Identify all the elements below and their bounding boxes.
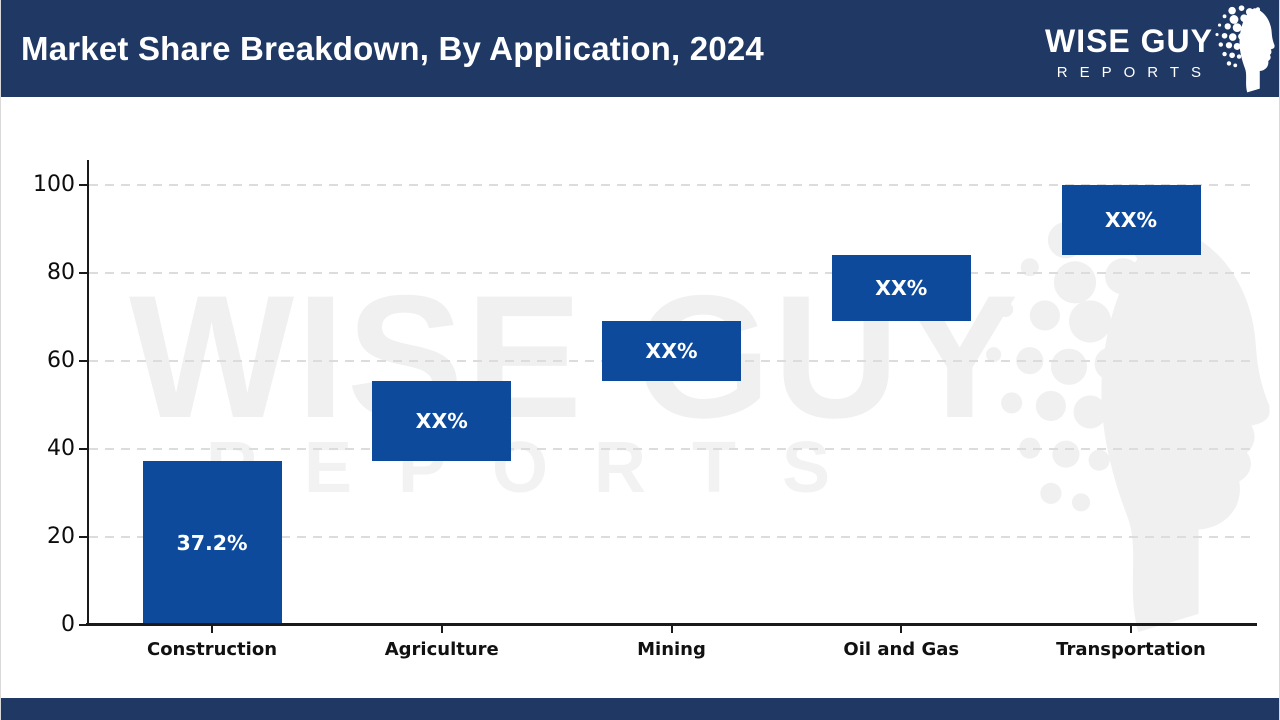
x-axis-tick <box>440 626 443 633</box>
y-axis-tick <box>79 184 88 186</box>
bar-agriculture: XX% <box>372 380 512 462</box>
x-axis-label-agriculture: Agriculture <box>384 639 499 660</box>
y-axis-tick <box>79 448 88 450</box>
x-axis-tick <box>900 626 903 633</box>
bar-construction: 37.2% <box>142 461 282 625</box>
y-axis-tick <box>79 624 88 626</box>
x-axis-label-transportation: Transportation <box>1056 639 1206 660</box>
x-axis-label-construction: Construction <box>146 639 278 660</box>
x-axis-tick <box>211 626 213 633</box>
logo-face-icon <box>1215 5 1275 93</box>
gridline <box>89 448 1257 450</box>
logo-wordmark: WISE GUY <box>1044 23 1213 59</box>
x-axis-tick <box>670 626 673 633</box>
gridline <box>89 536 1257 538</box>
bar-transportation: XX% <box>1061 185 1201 255</box>
y-axis-tick <box>79 272 88 274</box>
bar-value-label: XX% <box>875 275 928 300</box>
bar-value-label: XX% <box>1104 207 1158 232</box>
watermark-subtext: REPORTS <box>206 428 877 508</box>
y-axis-tick-label: 60 <box>47 348 75 373</box>
bar-value-label: XX% <box>415 409 468 434</box>
bar-oil-and-gas: XX% <box>831 254 971 321</box>
y-axis-tick <box>79 360 88 362</box>
bar-value-label: 37.2% <box>176 531 248 556</box>
y-axis-tick-label: 40 <box>47 436 75 461</box>
y-axis-tick-label: 80 <box>47 260 75 285</box>
y-axis-tick-label: 100 <box>33 172 75 197</box>
y-axis-spine <box>87 160 89 626</box>
logo-subtext: REPORTS <box>1056 64 1213 81</box>
header-bar: Market Share Breakdown, By Application, … <box>1 0 1279 97</box>
x-axis-tick <box>1130 626 1132 633</box>
x-axis-spine <box>86 623 1257 626</box>
brand-logo: WISE GUY REPORTS <box>1045 23 1213 81</box>
y-axis-tick-label: 20 <box>47 524 75 549</box>
x-axis-label-oil-and-gas: Oil and Gas <box>843 639 960 660</box>
x-axis-label-mining: Mining <box>637 639 706 660</box>
gridline <box>89 184 1257 186</box>
bar-value-label: XX% <box>645 338 698 363</box>
chart-title: Market Share Breakdown, By Application, … <box>21 29 764 67</box>
y-axis-tick-label: 0 <box>61 612 75 637</box>
y-axis-tick <box>79 536 88 538</box>
bar-mining: XX% <box>602 320 741 381</box>
gridline <box>89 272 1257 274</box>
footer-bar <box>1 698 1279 720</box>
